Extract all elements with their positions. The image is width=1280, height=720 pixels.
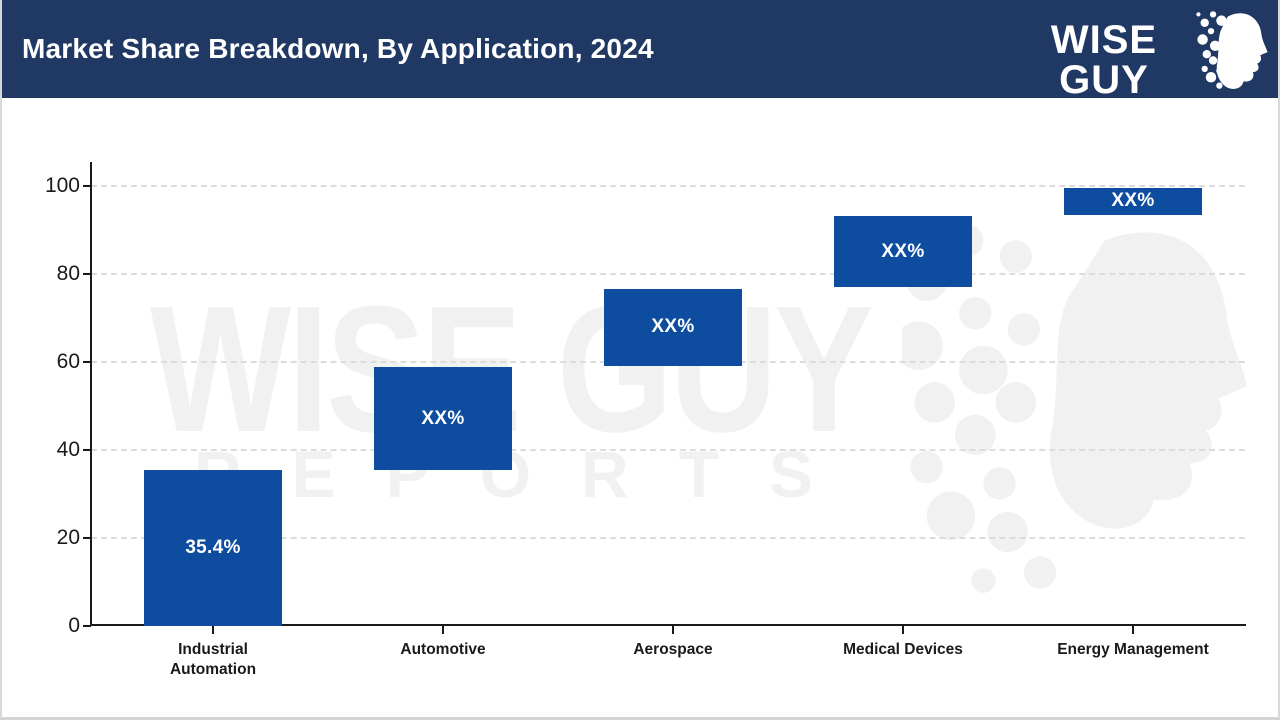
x-tick-mark <box>902 626 904 634</box>
y-tick-label: 20 <box>56 526 80 549</box>
logo-wordmark-line1: WISE GUY <box>1050 18 1158 102</box>
y-tick-mark <box>83 449 91 451</box>
watermark-face-icon <box>902 224 1247 593</box>
y-tick-label: 100 <box>44 174 80 197</box>
bar-segment: XX% <box>1064 187 1202 216</box>
bar-segment: XX% <box>834 215 972 288</box>
x-category-label: Industrial Automation <box>169 641 257 679</box>
wiseguy-head-icon <box>1196 11 1268 89</box>
gridline-y40 <box>91 449 1245 451</box>
y-tick-mark <box>83 361 91 363</box>
bar-value-label: XX% <box>421 407 465 429</box>
y-tick-mark <box>83 625 91 627</box>
x-tick-mark <box>442 626 444 634</box>
logo-wordmark: WISE GUY REPORTS <box>1002 20 1206 119</box>
x-axis-line <box>90 624 1246 626</box>
gridline-y20 <box>91 537 1245 539</box>
y-tick-label: 80 <box>56 262 80 285</box>
y-tick-mark <box>83 273 91 275</box>
y-tick-label: 40 <box>56 438 80 461</box>
gridline-y100 <box>91 185 1245 187</box>
x-category-label: Medical Devices <box>843 641 963 658</box>
y-tick-mark <box>83 537 91 539</box>
bar-value-label: XX% <box>651 316 695 338</box>
x-tick-mark <box>1132 626 1134 634</box>
bar-segment: 35.4% <box>144 470 282 626</box>
gridline-y80 <box>91 273 1245 275</box>
bar-value-label: 35.4% <box>185 537 241 559</box>
y-tick-mark <box>83 185 91 187</box>
bar-value-label: XX% <box>881 240 925 262</box>
header: Market Share Breakdown, By Application, … <box>2 0 1278 119</box>
x-category-label: Aerospace <box>633 641 713 658</box>
bar-segment: XX% <box>374 366 512 471</box>
bar-value-label: XX% <box>1111 190 1155 212</box>
y-tick-label: 0 <box>68 614 80 637</box>
x-category-label: Energy Management <box>1057 641 1209 658</box>
x-tick-mark <box>672 626 674 634</box>
y-tick-label: 60 <box>56 350 80 373</box>
page-title: Market Share Breakdown, By Application, … <box>22 33 654 64</box>
y-axis-line <box>90 162 92 626</box>
bar-segment: XX% <box>604 288 742 366</box>
logo-wordmark-line2: REPORTS <box>1034 103 1180 119</box>
waterfall-chart: WISE GUY REPORTS 0 20 40 60 80 100 35.4% Indust… <box>2 98 1278 717</box>
watermark-subtext: REPORTS <box>194 437 864 511</box>
x-tick-mark <box>212 626 214 634</box>
x-category-label: Automotive <box>400 641 486 658</box>
wiseguy-logo: WISE GUY REPORTS <box>1002 6 1272 119</box>
